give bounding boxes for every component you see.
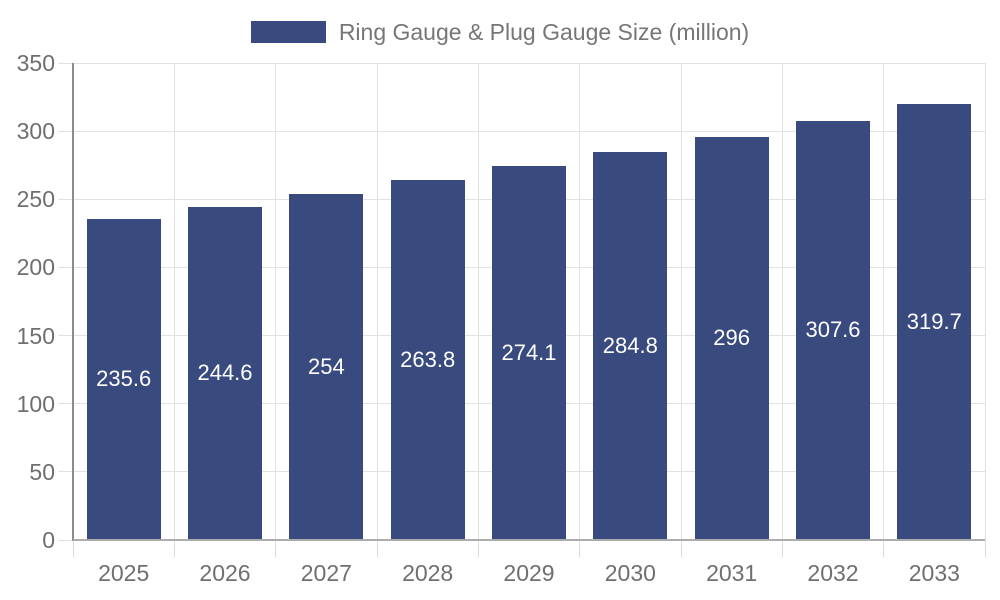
bar-value-label: 274.1: [501, 340, 557, 366]
gridline-vertical: [680, 63, 682, 540]
bar-value-label: 307.6: [805, 317, 861, 343]
bar-value-label: 263.8: [400, 347, 456, 373]
x-tick-label: 2032: [807, 560, 859, 586]
x-axis-tick: [477, 540, 479, 557]
bar: 307.6: [796, 120, 870, 540]
bar: 263.8: [390, 180, 465, 540]
x-tick-label: 2028: [402, 560, 454, 586]
bar-value-label: 284.8: [602, 332, 658, 358]
x-axis-tick: [883, 540, 885, 557]
x-tick-label: 2025: [98, 560, 150, 586]
gridline-vertical: [984, 63, 986, 540]
bar-value-label: 319.7: [906, 309, 962, 335]
bar: 274.1: [492, 166, 566, 540]
gridline-vertical: [376, 63, 378, 540]
bar: 284.8: [593, 151, 668, 540]
y-tick-label: 0: [42, 527, 55, 553]
x-axis-tick: [72, 540, 74, 557]
x-axis-tick: [579, 540, 581, 557]
x-axis-line: [73, 539, 985, 541]
y-tick-label: 150: [16, 322, 55, 349]
x-tick-label: 2030: [604, 560, 656, 586]
bar-value-label: 296: [713, 325, 751, 351]
x-tick-label: 2027: [300, 560, 352, 586]
bar: 235.6: [86, 218, 161, 540]
legend-label[interactable]: Ring Gauge & Plug Gauge Size (million): [338, 19, 750, 45]
y-tick-label: 250: [16, 186, 55, 213]
y-tick-label: 200: [16, 254, 55, 281]
x-axis-tick: [680, 540, 682, 557]
x-tick-label: 2029: [503, 560, 555, 586]
bar-value-label: 254: [307, 353, 345, 379]
gridline-vertical: [173, 63, 175, 540]
bar: 244.6: [188, 206, 262, 540]
legend[interactable]: Ring Gauge & Plug Gauge Size (million): [0, 18, 1000, 46]
gridline-horizontal: [58, 62, 985, 64]
y-axis-line: [72, 63, 74, 541]
x-tick-label: 2033: [908, 560, 960, 586]
x-tick-label: 2026: [199, 560, 251, 586]
bar-value-label: 235.6: [96, 366, 152, 392]
x-axis-tick: [376, 540, 378, 557]
y-tick-label: 350: [16, 50, 55, 76]
x-axis-tick: [781, 540, 783, 557]
gridline-vertical: [477, 63, 479, 540]
y-tick-label: 300: [16, 118, 55, 145]
legend-swatch[interactable]: [250, 21, 326, 43]
plot-area: 0 50 100 150 200 250 300 350 235.6 2025 244.6 2026 2…: [17, 50, 986, 586]
bar-value-label: 244.6: [197, 360, 253, 386]
bar: 319.7: [897, 104, 972, 540]
x-axis-tick: [984, 540, 986, 557]
gridline-vertical: [781, 63, 783, 540]
gridline-vertical: [579, 63, 581, 540]
bar: 296: [694, 136, 769, 540]
gridline-vertical: [883, 63, 885, 540]
gridline-horizontal: [58, 130, 985, 132]
x-tick-label: 2031: [706, 560, 758, 586]
y-tick-label: 50: [29, 458, 55, 485]
x-axis-tick: [173, 540, 175, 557]
y-tick-label: 100: [16, 390, 55, 417]
bar: 254: [289, 193, 364, 540]
gridline-vertical: [275, 63, 277, 540]
x-axis-tick: [275, 540, 277, 557]
